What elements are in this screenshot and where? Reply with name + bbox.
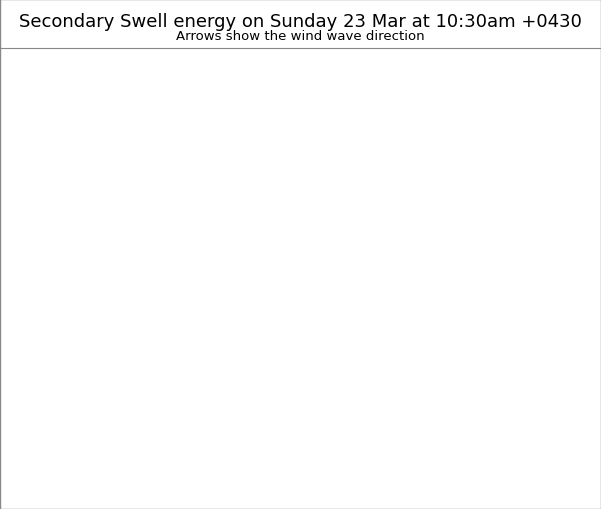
Text: Arrows show the wind wave direction: Arrows show the wind wave direction — [176, 30, 425, 42]
Text: Secondary Swell energy on Sunday 23 Mar at 10:30am +0430: Secondary Swell energy on Sunday 23 Mar … — [19, 13, 582, 31]
